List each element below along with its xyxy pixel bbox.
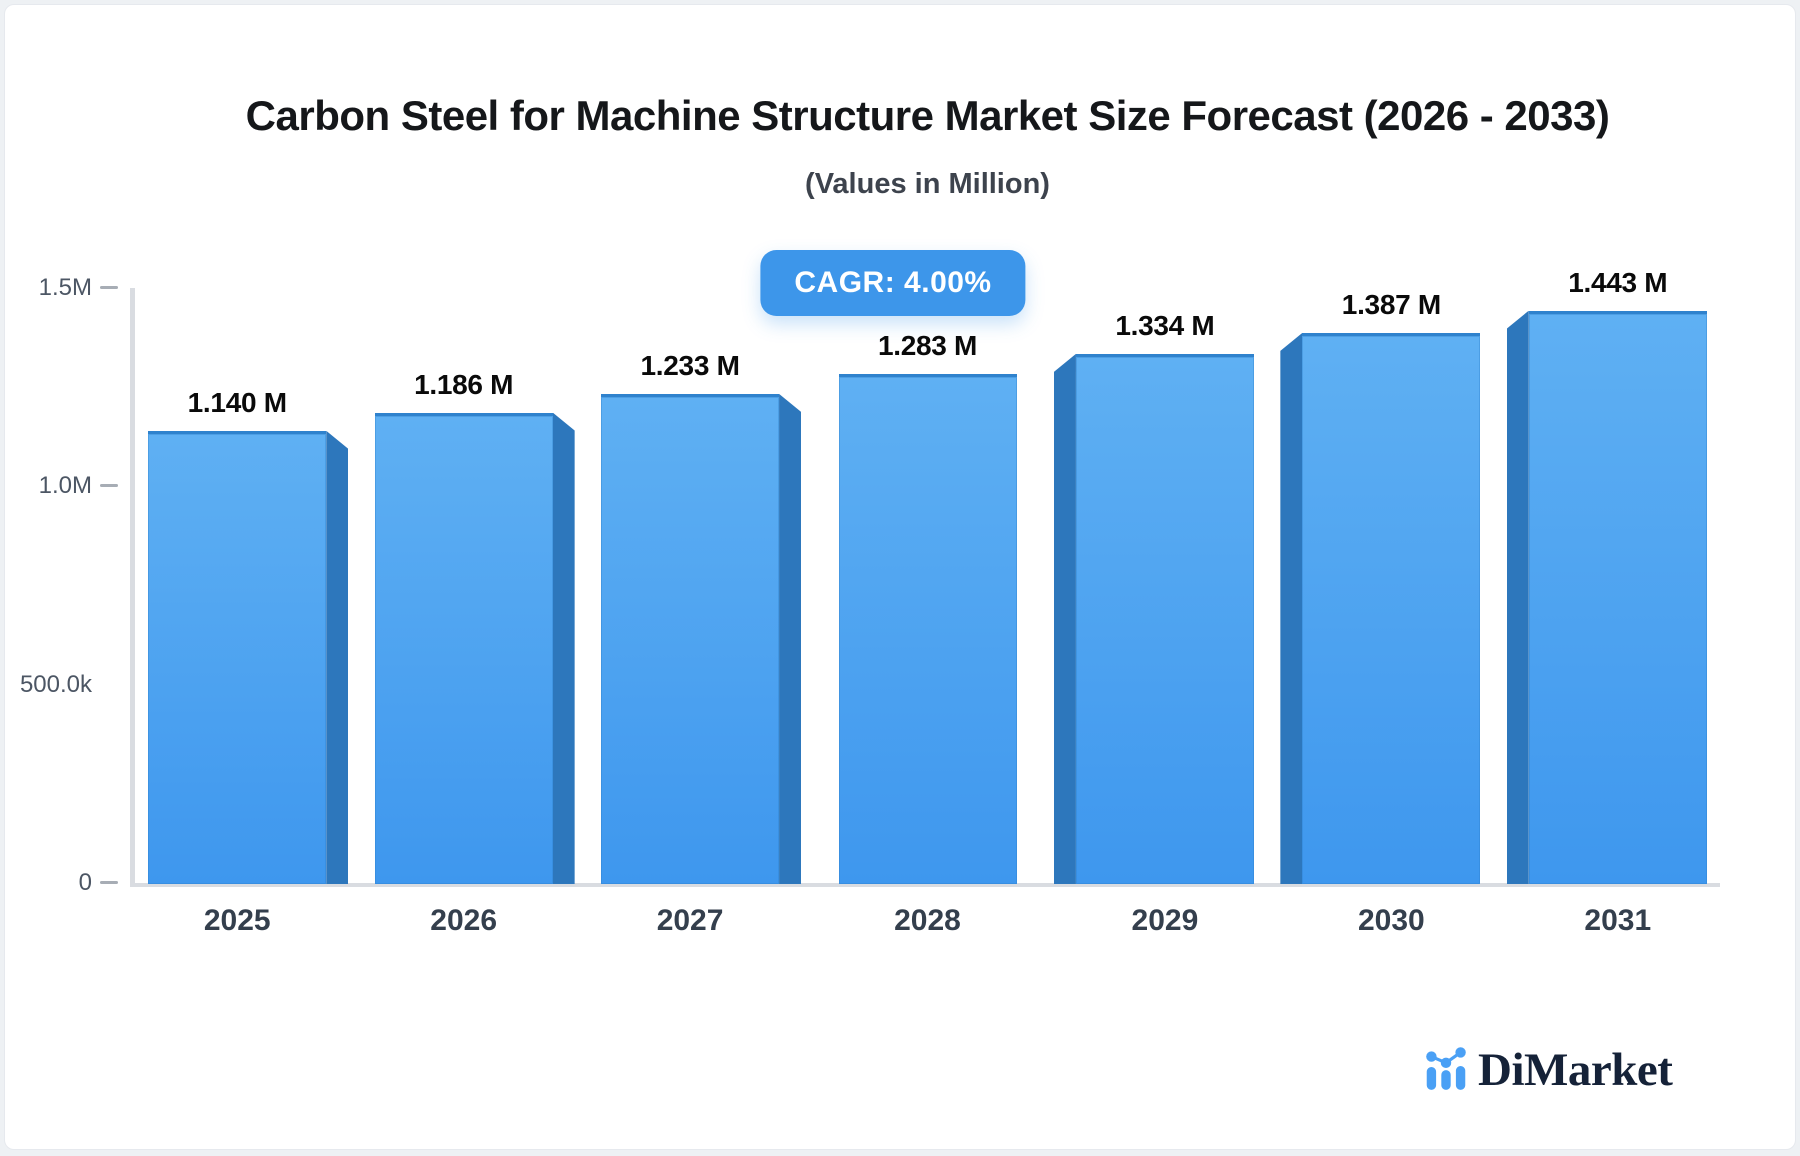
- bar-2025[interactable]: [148, 430, 327, 884]
- chart-title: Carbon Steel for Machine Structure Marke…: [245, 92, 1610, 139]
- x-axis-label-2026: 2026: [430, 904, 498, 937]
- bar-value-label-2029: 1.334 M: [1115, 309, 1215, 341]
- y-axis-label-1.5M: 1.5M: [38, 274, 92, 301]
- cagr-badge: CAGR: 4.00%: [760, 250, 1026, 316]
- bar-value-label-2026: 1.186 M: [414, 368, 514, 400]
- y-axis-label-0: 0: [78, 869, 92, 896]
- bar-value-label-2031: 1.443 M: [1568, 266, 1668, 298]
- chart-subtitle: (Values in Million): [805, 168, 1050, 200]
- logo-text: DiMarket: [1478, 1044, 1673, 1096]
- x-axis-label-2029: 2029: [1131, 904, 1199, 937]
- y-axis-tick: [100, 881, 118, 884]
- bar-value-label-2028: 1.283 M: [877, 330, 978, 362]
- bar-side-2025: [326, 430, 349, 884]
- x-axis-label-2027: 2027: [656, 904, 724, 937]
- bar-2026[interactable]: [374, 412, 553, 884]
- bar-value-label-2030: 1.387 M: [1341, 288, 1441, 320]
- bar-value-label-2025: 1.140 M: [187, 386, 287, 418]
- y-axis-label-500.0k: 500.0k: [19, 670, 92, 698]
- bar-2030[interactable]: [1302, 332, 1481, 884]
- bar-2029[interactable]: [1075, 353, 1254, 884]
- bar-side-2030: [1280, 332, 1303, 884]
- bar-side-2027: [779, 393, 802, 884]
- x-axis-label-2031: 2031: [1584, 904, 1652, 937]
- bar-side-2026: [552, 412, 575, 884]
- bar-side-2031: [1506, 310, 1529, 884]
- bar-2028[interactable]: [838, 374, 1017, 884]
- dimarket-logo: [1421, 1042, 1471, 1094]
- y-axis-tick: [100, 484, 118, 488]
- y-axis-label-1.0M: 1.0M: [38, 472, 92, 500]
- x-axis-label-2025: 2025: [203, 904, 271, 937]
- y-axis-tick: [100, 286, 118, 289]
- x-axis-label-2028: 2028: [894, 904, 961, 937]
- x-axis-line: [130, 883, 1720, 887]
- bar-2027[interactable]: [601, 393, 780, 884]
- bar-2031[interactable]: [1528, 310, 1707, 884]
- bar-side-2029: [1053, 353, 1076, 884]
- mini-bar-chart-icon: [1426, 1047, 1466, 1090]
- bar-value-label-2027: 1.233 M: [640, 349, 740, 381]
- y-axis-line: [130, 288, 135, 887]
- x-axis-label-2030: 2030: [1357, 904, 1425, 937]
